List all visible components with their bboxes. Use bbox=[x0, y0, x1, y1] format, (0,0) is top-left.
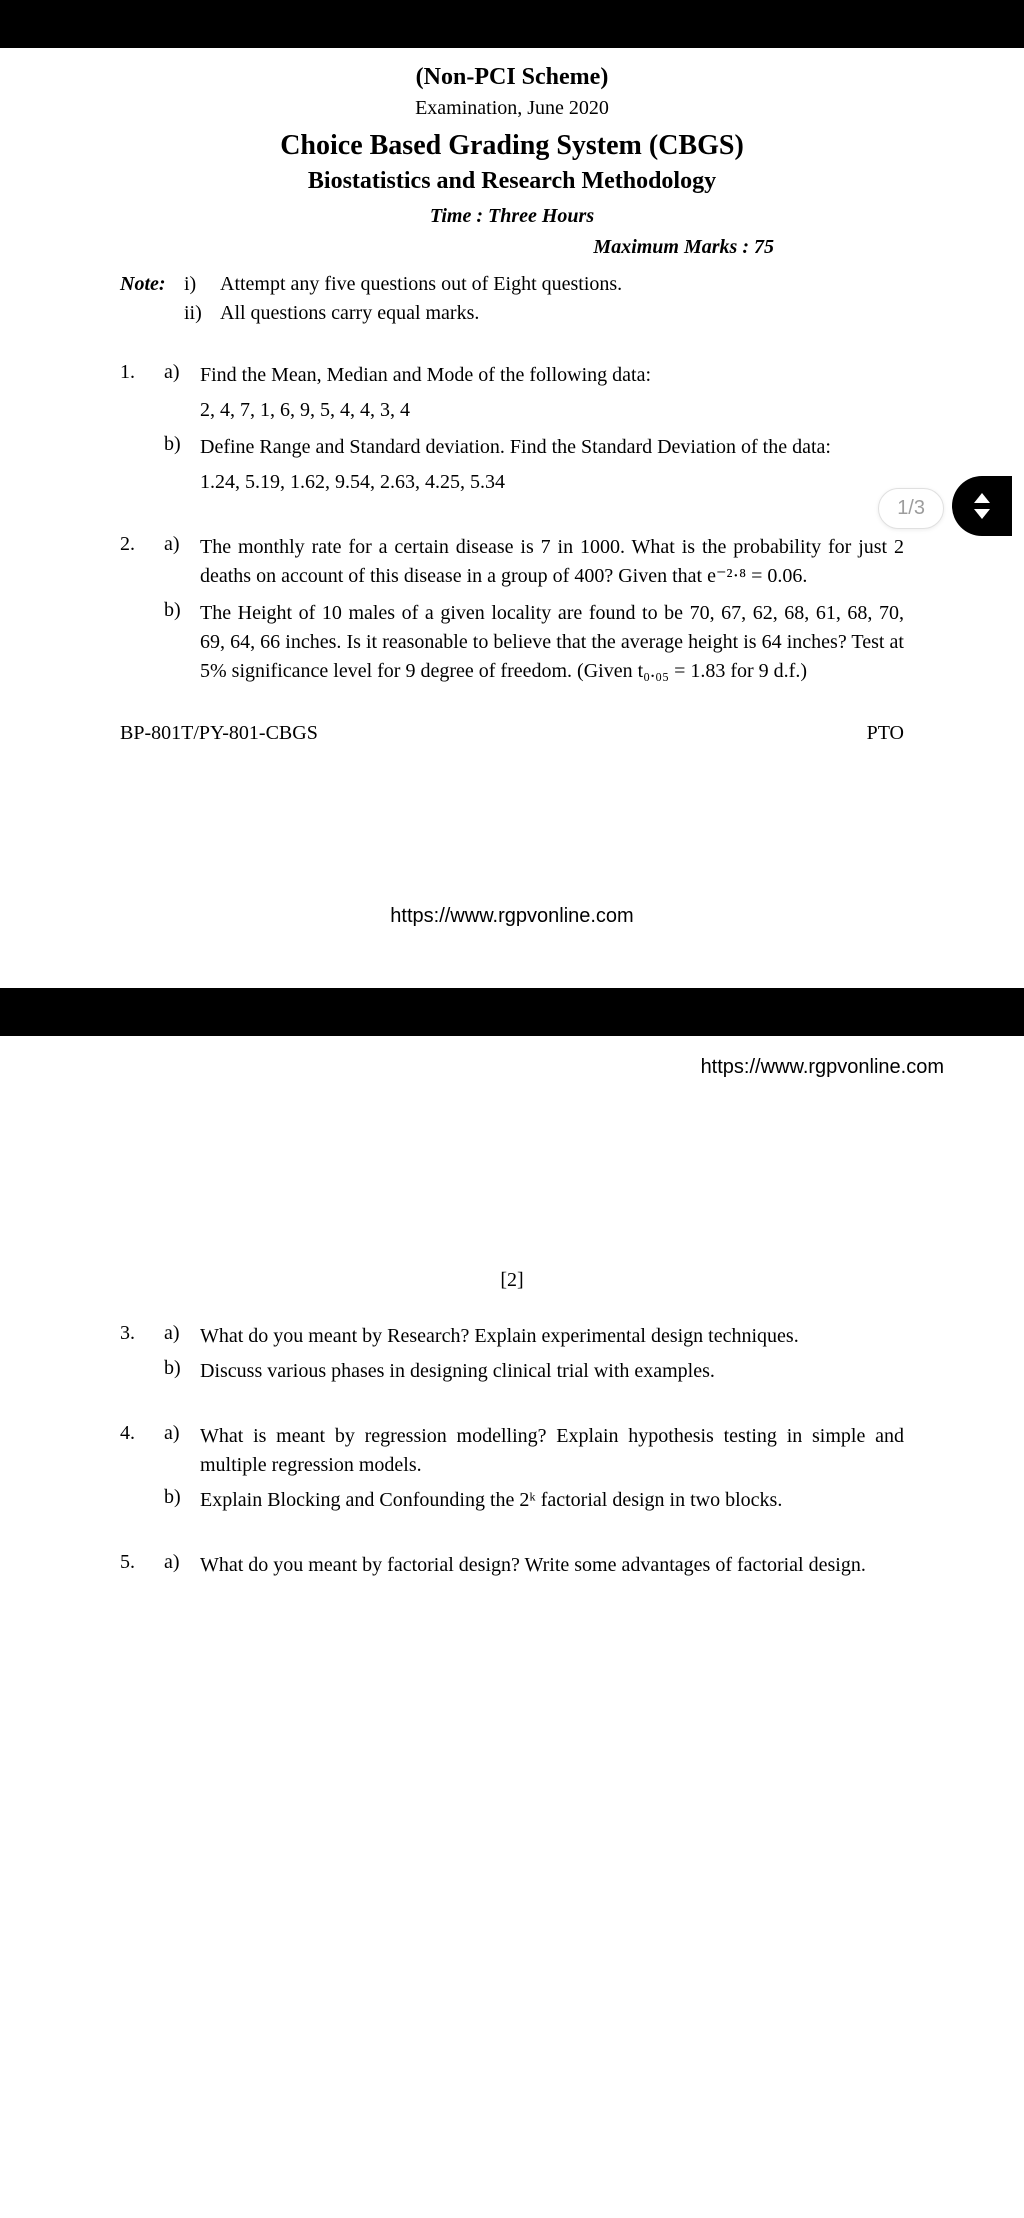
page-indicator-badge: 1/3 bbox=[878, 488, 944, 529]
note-text-1: Attempt any five questions out of Eight … bbox=[220, 273, 622, 296]
note-num-2: ii) bbox=[184, 302, 220, 325]
q1b-text: Define Range and Standard deviation. Fin… bbox=[200, 433, 904, 462]
question-2: 2. a) The monthly rate for a certain dis… bbox=[120, 533, 904, 686]
q4b-num-empty bbox=[120, 1486, 164, 1515]
note-row-1: Note: i) Attempt any five questions out … bbox=[120, 273, 904, 296]
q4b-label: b) bbox=[164, 1486, 200, 1515]
q4b-row: b) Explain Blocking and Confounding the … bbox=[120, 1486, 904, 1515]
page-down-icon[interactable] bbox=[974, 509, 990, 519]
question-1: 1. a) Find the Mean, Median and Mode of … bbox=[120, 361, 904, 497]
q2b-text: The Height of 10 males of a given locali… bbox=[200, 599, 904, 686]
page-1: (Non-PCI Scheme) Examination, June 2020 … bbox=[0, 48, 1024, 988]
q1b-num-empty bbox=[120, 433, 164, 462]
question-3: 3. a) What do you meant by Research? Exp… bbox=[120, 1322, 904, 1386]
subject-title: Biostatistics and Research Methodology bbox=[120, 168, 904, 195]
pto: PTO bbox=[867, 722, 904, 745]
paper-code: BP-801T/PY-801-CBGS bbox=[120, 722, 318, 745]
q2b-num-empty bbox=[120, 599, 164, 686]
q5a-text: What do you meant by factorial design? W… bbox=[200, 1551, 904, 1580]
question-5: 5. a) What do you meant by factorial des… bbox=[120, 1551, 904, 1580]
note-text-2: All questions carry equal marks. bbox=[220, 302, 479, 325]
question-4: 4. a) What is meant by regression modell… bbox=[120, 1422, 904, 1515]
q1b-label: b) bbox=[164, 433, 200, 462]
note-label-empty bbox=[120, 302, 184, 325]
q4-num: 4. bbox=[120, 1422, 164, 1480]
note-label: Note: bbox=[120, 273, 184, 296]
note-num-1: i) bbox=[184, 273, 220, 296]
q3b-num-empty bbox=[120, 1357, 164, 1386]
cbgs-title: Choice Based Grading System (CBGS) bbox=[120, 130, 904, 162]
q2a-text: The monthly rate for a certain disease i… bbox=[200, 533, 904, 591]
page1-footer: BP-801T/PY-801-CBGS PTO bbox=[120, 722, 904, 745]
q2b-row: b) The Height of 10 males of a given loc… bbox=[120, 599, 904, 686]
q5-num: 5. bbox=[120, 1551, 164, 1580]
q1b-row: b) Define Range and Standard deviation. … bbox=[120, 433, 904, 462]
q3a-label: a) bbox=[164, 1322, 200, 1351]
q4a-row: 4. a) What is meant by regression modell… bbox=[120, 1422, 904, 1480]
q4a-text: What is meant by regression modelling? E… bbox=[200, 1422, 904, 1480]
q2b-label: b) bbox=[164, 599, 200, 686]
page-nav-fab[interactable] bbox=[952, 476, 1012, 536]
q3b-label: b) bbox=[164, 1357, 200, 1386]
q3a-text: What do you meant by Research? Explain e… bbox=[200, 1322, 904, 1351]
q3-num: 3. bbox=[120, 1322, 164, 1351]
q5a-label: a) bbox=[164, 1551, 200, 1580]
q3b-text: Discuss various phases in designing clin… bbox=[200, 1357, 904, 1386]
mid-black-bar bbox=[0, 988, 1024, 1036]
note-row-2: ii) All questions carry equal marks. bbox=[120, 302, 904, 325]
max-marks: Maximum Marks : 75 bbox=[120, 236, 774, 259]
scheme-title: (Non-PCI Scheme) bbox=[120, 64, 904, 91]
q2a-row: 2. a) The monthly rate for a certain dis… bbox=[120, 533, 904, 591]
exam-line: Examination, June 2020 bbox=[120, 97, 904, 120]
q1-num: 1. bbox=[120, 361, 164, 390]
time-line: Time : Three Hours bbox=[120, 205, 904, 228]
q2-num: 2. bbox=[120, 533, 164, 591]
q3a-row: 3. a) What do you meant by Research? Exp… bbox=[120, 1322, 904, 1351]
q3b-row: b) Discuss various phases in designing c… bbox=[120, 1357, 904, 1386]
q4a-label: a) bbox=[164, 1422, 200, 1480]
q2a-label: a) bbox=[164, 533, 200, 591]
q1a-data: 2, 4, 7, 1, 6, 9, 5, 4, 4, 3, 4 bbox=[200, 396, 904, 425]
q1a-text: Find the Mean, Median and Mode of the fo… bbox=[200, 361, 904, 390]
q4b-text: Explain Blocking and Confounding the 2ᵏ … bbox=[200, 1486, 904, 1515]
q5a-row: 5. a) What do you meant by factorial des… bbox=[120, 1551, 904, 1580]
note-block: Note: i) Attempt any five questions out … bbox=[120, 273, 904, 325]
url-bottom-p1: https://www.rgpvonline.com bbox=[120, 905, 904, 928]
page-2-num: [2] bbox=[120, 1269, 904, 1292]
top-black-bar bbox=[0, 0, 1024, 48]
page-2: [2] 3. a) What do you meant by Research?… bbox=[0, 1079, 1024, 1626]
q1a-row: 1. a) Find the Mean, Median and Mode of … bbox=[120, 361, 904, 390]
q1b-data: 1.24, 5.19, 1.62, 9.54, 2.63, 4.25, 5.34 bbox=[200, 468, 904, 497]
url-top-p2: https://www.rgpvonline.com bbox=[0, 1036, 1024, 1079]
q1a-label: a) bbox=[164, 361, 200, 390]
page-up-icon[interactable] bbox=[974, 493, 990, 503]
